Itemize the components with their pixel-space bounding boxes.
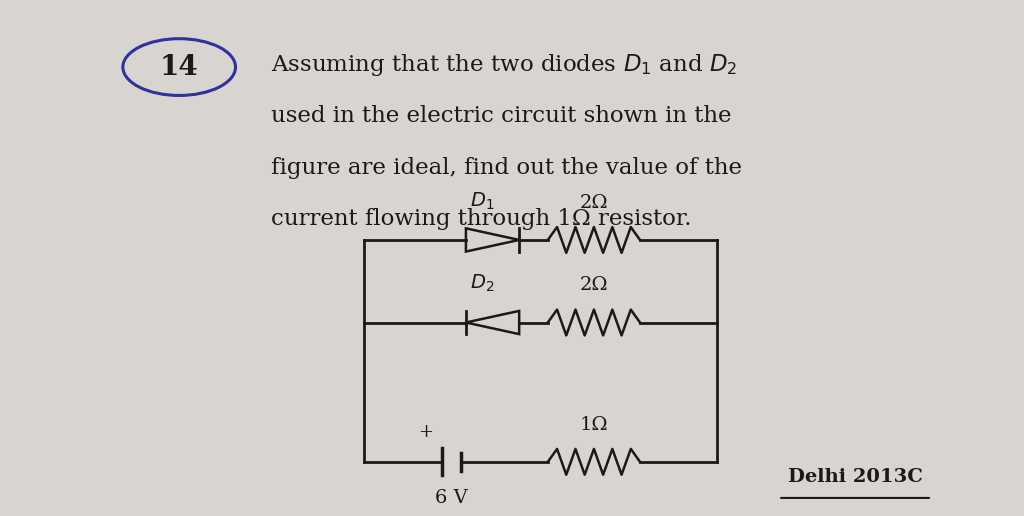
Text: used in the electric circuit shown in the: used in the electric circuit shown in th… — [271, 105, 732, 127]
Text: Delhi 2013C: Delhi 2013C — [787, 469, 923, 486]
Text: current flowing through 1Ω resistor.: current flowing through 1Ω resistor. — [271, 208, 692, 230]
Text: 2Ω: 2Ω — [580, 277, 608, 294]
Text: Assuming that the two diodes $D_1$ and $D_2$: Assuming that the two diodes $D_1$ and $… — [271, 52, 737, 77]
Text: 14: 14 — [160, 54, 199, 80]
Text: +: + — [419, 423, 433, 441]
Text: 6 V: 6 V — [435, 489, 468, 507]
Text: 1Ω: 1Ω — [580, 416, 608, 433]
Text: figure are ideal, find out the value of the: figure are ideal, find out the value of … — [271, 157, 742, 179]
Text: 2Ω: 2Ω — [580, 194, 608, 212]
Text: $D_2$: $D_2$ — [470, 273, 495, 295]
Text: $D_1$: $D_1$ — [470, 190, 495, 212]
